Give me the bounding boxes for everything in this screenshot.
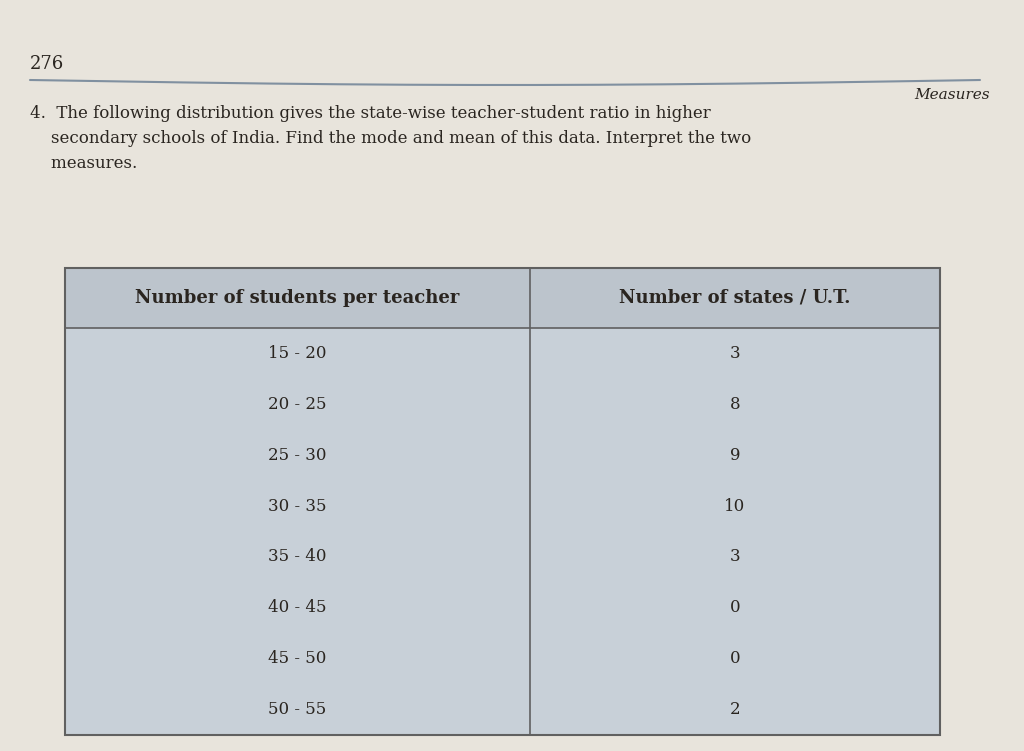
Text: measures.: measures.: [30, 155, 137, 172]
Text: 15 - 20: 15 - 20: [268, 345, 327, 362]
Text: 3: 3: [730, 345, 740, 362]
Bar: [65, 268, 940, 328]
Text: 40 - 45: 40 - 45: [268, 599, 327, 617]
Text: Number of states / U.T.: Number of states / U.T.: [620, 289, 851, 307]
Text: Number of students per teacher: Number of students per teacher: [135, 289, 460, 307]
Text: 50 - 55: 50 - 55: [268, 701, 327, 718]
Bar: [65, 268, 940, 735]
Text: 4.  The following distribution gives the state-wise teacher-student ratio in hig: 4. The following distribution gives the …: [30, 105, 711, 122]
Text: 0: 0: [730, 599, 740, 617]
Text: 2: 2: [730, 701, 740, 718]
Text: 0: 0: [730, 650, 740, 667]
Text: secondary schools of India. Find the mode and mean of this data. Interpret the t: secondary schools of India. Find the mod…: [30, 130, 752, 147]
Text: 30 - 35: 30 - 35: [268, 498, 327, 514]
Text: 3: 3: [730, 548, 740, 566]
Text: 25 - 30: 25 - 30: [268, 447, 327, 463]
Text: Measures: Measures: [914, 88, 990, 102]
Text: 276: 276: [30, 55, 65, 73]
Text: 45 - 50: 45 - 50: [268, 650, 327, 667]
Bar: [65, 268, 940, 735]
Text: 8: 8: [730, 396, 740, 413]
Text: 9: 9: [730, 447, 740, 463]
Text: 20 - 25: 20 - 25: [268, 396, 327, 413]
Text: 10: 10: [724, 498, 745, 514]
Text: 35 - 40: 35 - 40: [268, 548, 327, 566]
